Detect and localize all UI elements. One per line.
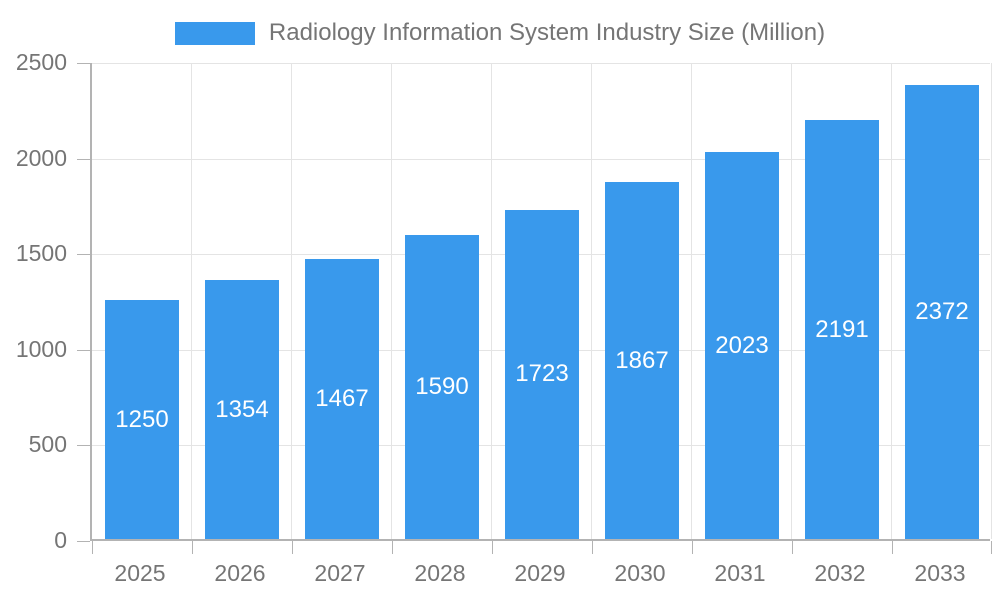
bar[interactable]: 2191 xyxy=(805,120,879,539)
x-tick-label: 2026 xyxy=(214,560,266,586)
x-tick xyxy=(192,541,193,554)
x-tick xyxy=(392,541,393,554)
y-tick xyxy=(77,158,90,160)
y-tick-label: 0 xyxy=(54,526,67,553)
x-gridline xyxy=(391,63,392,539)
x-tick-label: 2031 xyxy=(714,560,766,586)
bar[interactable]: 2023 xyxy=(705,152,779,539)
x-tick-label: 2025 xyxy=(114,560,166,586)
y-axis: 0 500 1000 1500 2000 2500 xyxy=(0,49,90,553)
bar-value-label: 2191 xyxy=(815,315,869,343)
x-tick-label: 2028 xyxy=(414,560,466,586)
y-tick-label: 500 xyxy=(28,431,67,458)
x-tick xyxy=(492,541,493,554)
y-tick xyxy=(77,63,90,64)
bar-value-label: 2023 xyxy=(715,331,769,359)
x-axis: 2025 2026 2027 2028 2029 2030 2031 2032 2033 xyxy=(90,543,990,600)
legend-label: Radiology Information System Industry Si… xyxy=(268,19,826,46)
plot-area: 1250 1354 1467 1590 1723 1867 2023 2191 2372 xyxy=(90,63,992,554)
bar[interactable]: 1590 xyxy=(405,235,479,539)
x-gridline xyxy=(891,63,892,539)
bar[interactable]: 1467 xyxy=(305,258,379,539)
x-gridline xyxy=(691,63,692,539)
x-tick xyxy=(92,541,93,554)
x-tick-label: 2033 xyxy=(914,560,966,586)
y-tick-label: 1000 xyxy=(15,335,67,362)
x-gridline xyxy=(991,63,992,539)
x-tick-label: 2027 xyxy=(314,560,366,586)
x-tick xyxy=(292,541,293,554)
bar[interactable]: 1354 xyxy=(205,280,279,539)
bar-value-label: 1723 xyxy=(515,360,569,388)
y-gridline xyxy=(92,63,990,64)
y-tick-label: 2500 xyxy=(15,48,67,75)
x-tick xyxy=(792,541,793,554)
x-tick-label: 2032 xyxy=(814,560,866,586)
x-gridline xyxy=(491,63,492,539)
y-tick-label: 2000 xyxy=(15,144,67,171)
bar[interactable]: 2372 xyxy=(905,85,979,539)
bar-value-label: 1467 xyxy=(315,384,369,412)
legend[interactable]: Radiology Information System Industry Si… xyxy=(0,19,1000,47)
y-tick-label: 1500 xyxy=(15,240,67,267)
y-tick xyxy=(77,254,90,256)
bar-value-label: 1250 xyxy=(115,405,169,433)
bar-value-label: 1354 xyxy=(215,395,269,423)
x-tick-label: 2029 xyxy=(514,560,566,586)
bar[interactable]: 1250 xyxy=(105,300,179,539)
x-tick xyxy=(892,541,893,554)
x-tick xyxy=(692,541,693,554)
x-gridline xyxy=(291,63,292,539)
x-gridline xyxy=(791,63,792,539)
y-gridline xyxy=(92,158,990,160)
x-tick-label: 2030 xyxy=(614,560,666,586)
bar[interactable]: 1723 xyxy=(505,209,579,539)
bar-value-label: 1867 xyxy=(615,346,669,374)
bar[interactable]: 1867 xyxy=(605,182,679,539)
y-tick xyxy=(77,541,90,542)
legend-swatch-icon xyxy=(174,21,255,45)
x-gridline xyxy=(191,63,192,539)
x-tick xyxy=(592,541,593,554)
bar-value-label: 2372 xyxy=(915,298,969,326)
y-tick xyxy=(77,349,90,351)
bar-value-label: 1590 xyxy=(415,373,469,400)
x-gridline xyxy=(591,63,592,539)
y-tick xyxy=(77,445,90,447)
x-tick xyxy=(991,541,992,554)
